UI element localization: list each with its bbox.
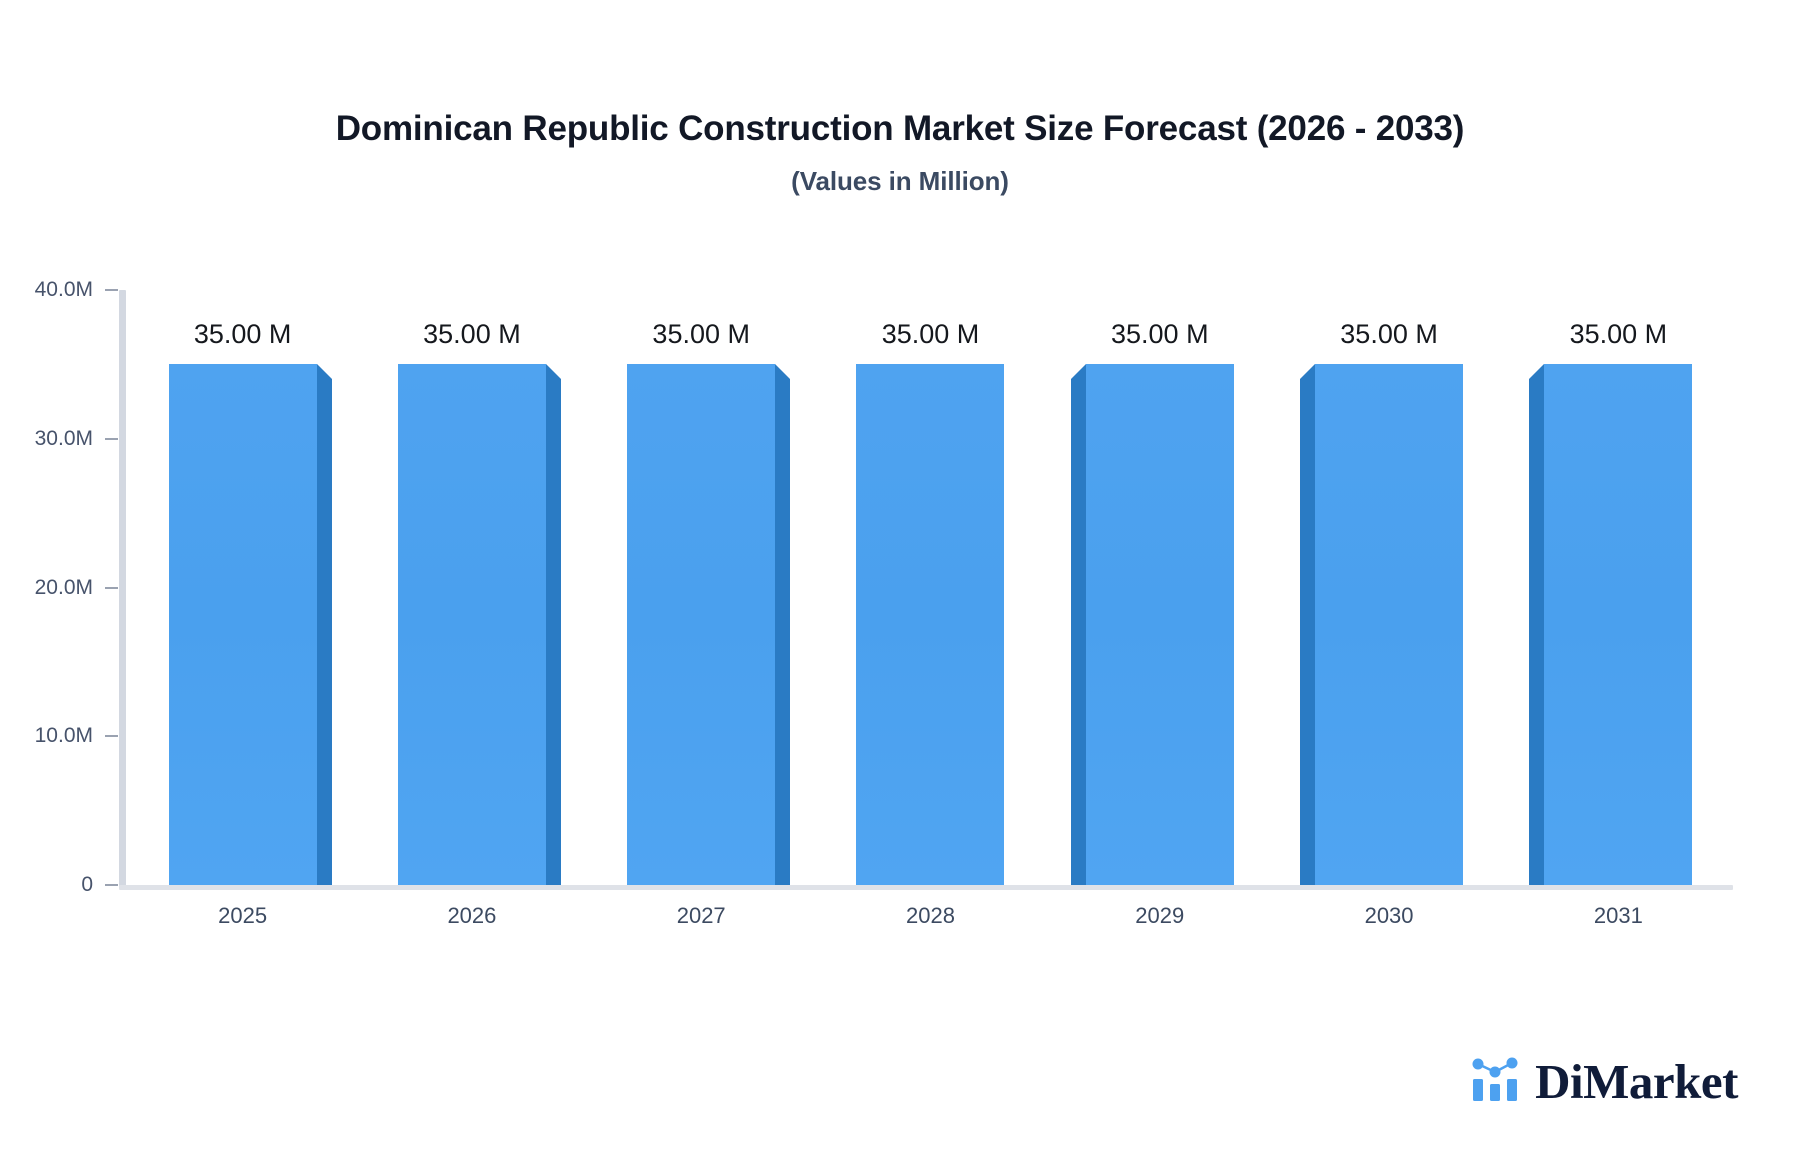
bar-side-face	[1070, 379, 1086, 885]
y-tick-3: 10.0M	[0, 724, 118, 748]
x-axis-line	[119, 885, 1733, 890]
bar-top-bevel	[545, 364, 561, 380]
bar-value-label: 35.00 M	[1569, 319, 1668, 350]
x-tick-label-2025: 2025	[218, 903, 268, 928]
x-tick-label-2026: 2026	[447, 903, 497, 928]
x-tick-label-2029: 2029	[1135, 903, 1185, 928]
bar-face	[397, 364, 546, 885]
bar-slot: 35.00 M	[357, 290, 586, 885]
bar[interactable]: 35.00 M	[627, 319, 791, 885]
y-tick-mark	[105, 586, 118, 589]
bar-face	[168, 364, 317, 885]
bar-face	[1315, 364, 1464, 885]
chart-subtitle: (Values in Million)	[791, 166, 1009, 197]
bar-value-label: 35.00 M	[881, 319, 980, 350]
y-tick-1: 30.0M	[0, 426, 118, 450]
chart-title: Dominican Republic Construction Market S…	[335, 109, 1465, 148]
bar-face	[1544, 364, 1693, 885]
bar[interactable]: 35.00 M	[1300, 319, 1464, 885]
bar-slot: 35.00 M	[587, 290, 816, 885]
bar-side-face	[775, 379, 791, 885]
bar[interactable]: 35.00 M	[1529, 319, 1693, 885]
bar-top-bevel	[1529, 364, 1545, 380]
x-tick-label-2030: 2030	[1364, 903, 1414, 928]
bars-layer: 35.00 M 35.00 M 35.00 M 35.00 M 35.00 M 35.00…	[128, 290, 1733, 885]
y-tick-label: 0	[81, 873, 93, 896]
x-tick-label-2027: 2027	[676, 903, 726, 928]
bar-top-bevel	[316, 364, 332, 380]
y-tick-2: 20.0M	[0, 575, 118, 599]
y-tick-mark	[105, 735, 118, 738]
y-tick-label: 10.0M	[34, 724, 93, 748]
bar[interactable]: 35.00 M	[856, 319, 1005, 885]
y-tick-mark	[105, 437, 118, 440]
bar-slot: 35.00 M	[128, 290, 357, 885]
bar-side-face	[1529, 379, 1545, 885]
bar-face	[856, 364, 1005, 885]
y-tick-label: 20.0M	[34, 575, 93, 599]
bar-slot: 35.00 M	[1045, 290, 1274, 885]
bar-top-bevel	[1300, 364, 1316, 380]
bar-value-label: 35.00 M	[193, 319, 292, 350]
bar-face	[1085, 364, 1234, 885]
x-axis-ticks: 2025 2026 2027 2028 2029 2030 2031	[128, 903, 1733, 943]
bar-top-bevel	[1070, 364, 1086, 380]
y-tick-4: 0	[0, 873, 118, 896]
bar-slot: 35.00 M	[1274, 290, 1503, 885]
y-tick-label: 40.0M	[34, 278, 93, 301]
bar-face	[627, 364, 776, 885]
bar-side-face	[316, 379, 332, 885]
bar-side-face	[545, 379, 561, 885]
bar[interactable]: 35.00 M	[1070, 319, 1234, 885]
y-tick-mark	[105, 884, 118, 886]
x-tick-label-2028: 2028	[906, 903, 955, 928]
bar-value-label: 35.00 M	[1340, 319, 1438, 350]
bar-side-face	[1300, 379, 1316, 885]
y-tick-mark	[105, 289, 118, 291]
x-tick-label-2031: 2031	[1593, 903, 1643, 928]
watermark-logo: DiMarket	[1469, 1055, 1738, 1108]
bar-value-label: 35.00 M	[423, 319, 521, 350]
y-axis-line	[119, 290, 126, 887]
plot-area: 40.0M 30.0M 20.0M 10.0M 0 35.00 M 35.00 M 35.0…	[35, 278, 1733, 896]
bar-top-bevel	[775, 364, 791, 380]
bar-slot: 35.00 M	[816, 290, 1045, 885]
bar[interactable]: 35.00 M	[397, 319, 561, 885]
y-tick-label: 30.0M	[34, 426, 93, 450]
bar-value-label: 35.00 M	[652, 319, 750, 350]
watermark-brand-text: DiMarket	[1535, 1054, 1738, 1109]
bar-chart-dots-logo-icon	[1469, 1055, 1521, 1108]
bar[interactable]: 35.00 M	[168, 319, 332, 885]
bar-slot: 35.00 M	[1504, 290, 1733, 885]
y-tick-0: 40.0M	[0, 278, 118, 301]
chart-header: Dominican Republic Construction Market S…	[0, 108, 1800, 197]
bar-value-label: 35.00 M	[1111, 319, 1209, 350]
